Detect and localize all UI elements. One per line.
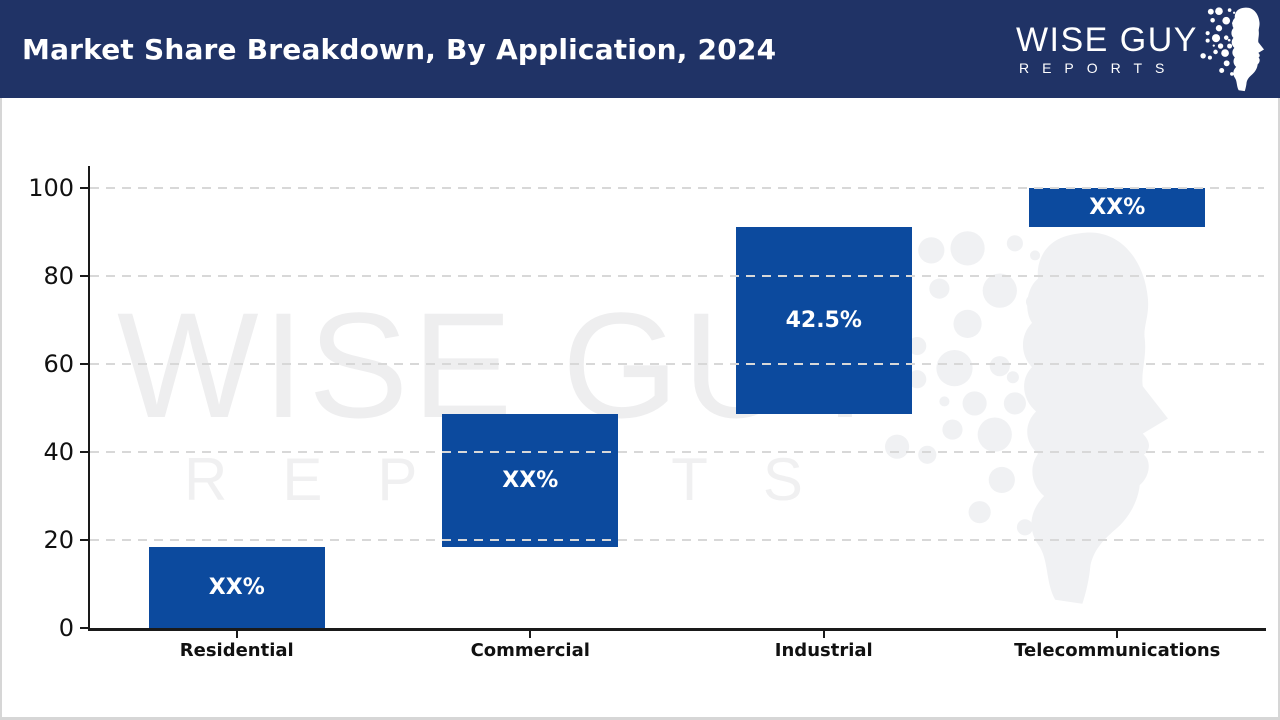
gridline-40 (90, 451, 1264, 453)
y-tick-mark (80, 451, 88, 453)
gridline-60 (90, 363, 1264, 365)
brand-wordmark: WISE GUY REPORTS (1016, 23, 1198, 75)
x-axis-label-commercial: Commercial (470, 640, 590, 661)
x-axis-label-telecommunications: Telecommunications (1014, 640, 1221, 661)
y-tick-mark (80, 187, 88, 189)
y-tick-label: 80 (43, 262, 74, 290)
brand-head-icon (1200, 7, 1265, 92)
gridline-100 (90, 187, 1264, 189)
bar-residential: XX% (148, 546, 325, 628)
bar-label-telecommunications: XX% (1089, 194, 1146, 220)
watermark-head-icon (885, 231, 1168, 604)
y-tick-label: 100 (28, 174, 74, 202)
gridline-80 (90, 275, 1264, 277)
gridline-20 (90, 539, 1264, 541)
header: Market Share Breakdown, By Application, … (0, 0, 1280, 98)
x-tick-mark (529, 631, 532, 638)
chart-title: Market Share Breakdown, By Application, … (22, 32, 777, 66)
brand-logo: WISE GUY REPORTS (1016, 6, 1266, 92)
y-tick-mark (80, 539, 88, 541)
y-tick-label: 20 (43, 526, 74, 554)
plot-area: 0 20 40 60 80 100 XX% Residential XX% Commercial 4… (2, 98, 1278, 717)
bar-industrial: 42.5% (735, 226, 912, 414)
bar-label-residential: XX% (208, 574, 265, 600)
y-tick-label: 60 (43, 350, 74, 378)
y-axis-line (88, 166, 90, 628)
bar-telecommunications: XX% (1029, 188, 1206, 227)
bar-commercial: XX% (442, 413, 619, 547)
x-tick-mark (822, 631, 825, 638)
chart-canvas: WISE GUY REPORTS 020406080100XX%Resident… (0, 98, 1280, 720)
x-axis-label-residential: Residential (179, 640, 294, 661)
x-tick-mark (1116, 631, 1119, 638)
y-tick-label: 0 (58, 614, 74, 642)
bar-label-commercial: XX% (502, 467, 559, 493)
brand-name: WISE GUY (1015, 21, 1198, 59)
x-axis-label-industrial: Industrial (774, 640, 873, 661)
y-tick-mark (80, 275, 88, 277)
y-tick-mark (80, 363, 88, 365)
y-tick-mark (80, 627, 88, 629)
x-axis-line (88, 628, 1266, 631)
bar-label-industrial: 42.5% (785, 307, 862, 333)
y-tick-label: 40 (43, 438, 74, 466)
x-tick-mark (235, 631, 238, 638)
brand-subtitle: REPORTS (1018, 60, 1178, 76)
